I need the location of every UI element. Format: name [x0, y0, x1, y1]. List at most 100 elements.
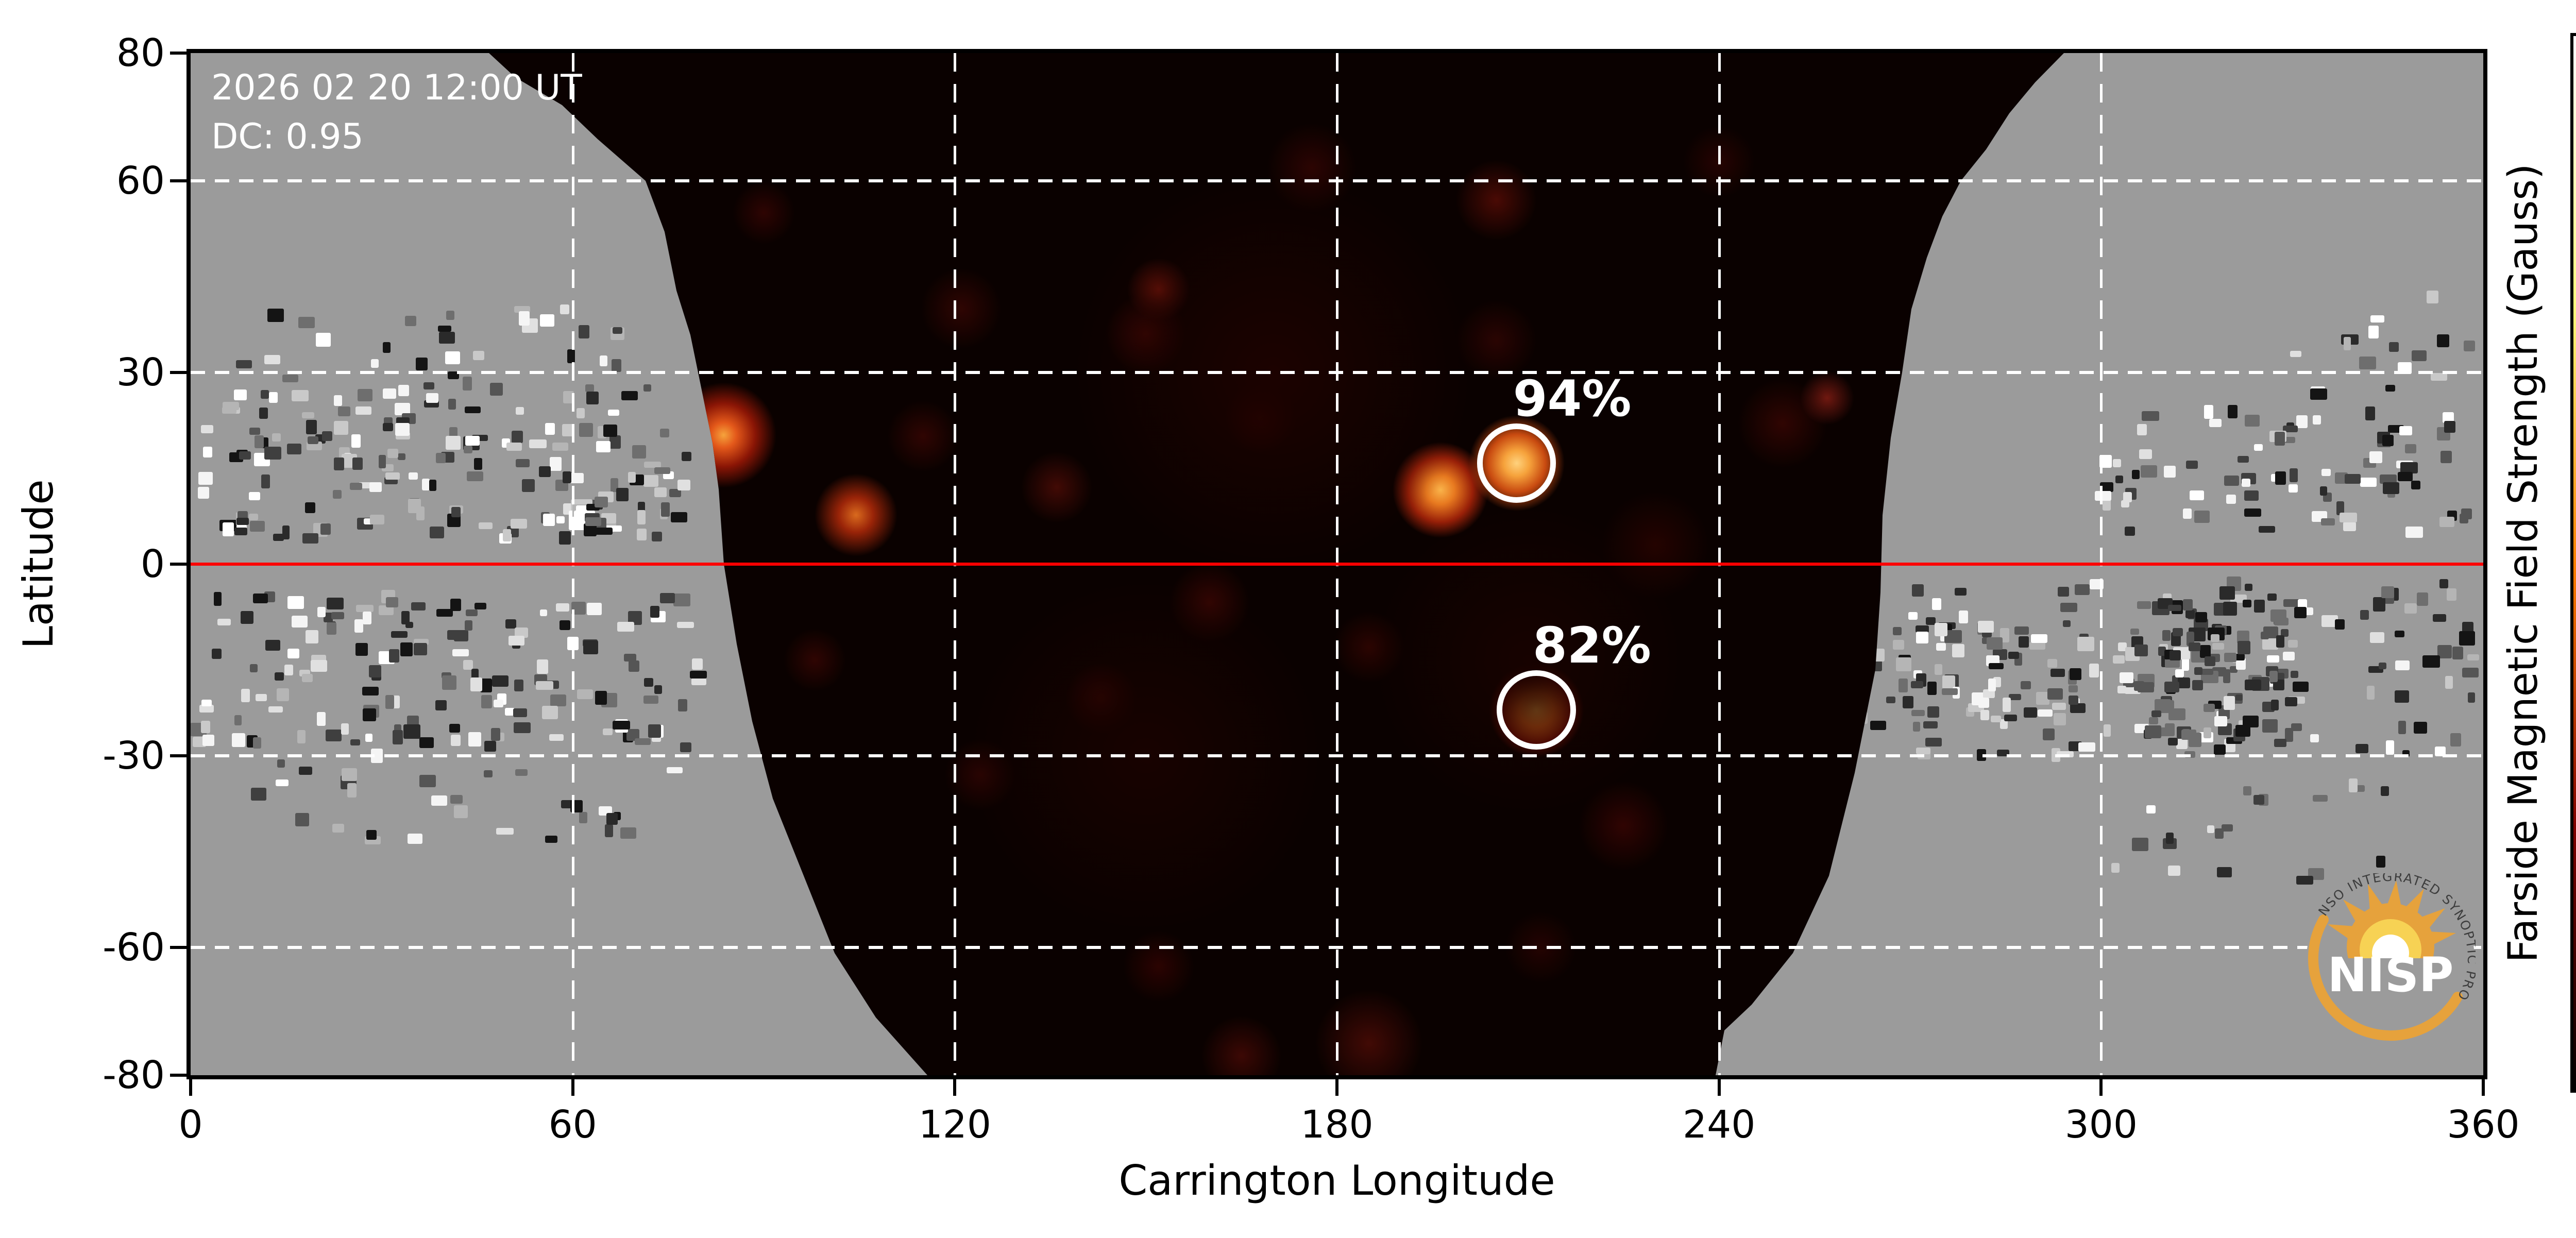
speckle — [538, 466, 551, 478]
speckle — [628, 471, 636, 483]
speckle — [2060, 602, 2078, 613]
speckle — [514, 680, 524, 692]
annotation-dc: DC: 0.95 — [211, 116, 364, 157]
speckle — [2149, 717, 2158, 724]
speckle — [438, 325, 452, 332]
speckle — [560, 304, 570, 315]
speckle — [562, 423, 574, 437]
speckle — [408, 472, 418, 480]
speckle — [549, 456, 562, 471]
speckle — [2014, 626, 2029, 635]
y-ticklabel--60: -60 — [103, 925, 165, 970]
speckle — [2283, 599, 2301, 607]
speckle — [2237, 631, 2249, 644]
speckle — [2204, 405, 2214, 419]
speckle — [264, 354, 280, 364]
speckle — [2199, 645, 2211, 658]
speckle — [2237, 456, 2249, 463]
speckle — [2134, 644, 2148, 657]
y-tick-30 — [170, 371, 187, 374]
x-ticklabel-120: 120 — [918, 1103, 991, 1147]
speckle — [467, 471, 484, 482]
speckle — [268, 392, 278, 403]
speckle — [2385, 385, 2396, 392]
speckle — [2175, 669, 2184, 677]
speckle — [354, 619, 364, 633]
speckle — [514, 306, 531, 313]
speckle — [2070, 668, 2082, 681]
speckle — [423, 382, 434, 390]
y-tick-60 — [170, 179, 187, 182]
speckle — [2151, 710, 2161, 717]
speckle — [2334, 619, 2345, 630]
speckle — [2276, 635, 2285, 648]
speckle — [654, 467, 670, 474]
y-ticklabel-0: 0 — [140, 542, 165, 586]
speckle — [378, 455, 386, 469]
speckle — [516, 459, 530, 467]
speckle — [2271, 699, 2279, 710]
speckle — [492, 675, 509, 687]
speckle — [513, 722, 531, 733]
speckle — [2372, 597, 2386, 612]
speckle — [2213, 744, 2226, 755]
speckle — [587, 603, 602, 615]
speckle — [1999, 719, 2008, 730]
speckle — [2439, 516, 2455, 528]
speckle — [481, 694, 492, 708]
speckle — [673, 593, 691, 607]
speckle — [2170, 650, 2181, 661]
speckle — [260, 390, 269, 399]
speckle — [369, 665, 382, 677]
speckle — [449, 724, 461, 733]
speckle — [595, 691, 607, 705]
gridline-lat--30 — [191, 754, 2483, 757]
speckle — [480, 678, 493, 692]
speckle — [1935, 623, 1948, 637]
speckle — [643, 695, 658, 704]
speckle — [256, 694, 267, 702]
speckle — [2131, 470, 2140, 480]
speckle — [355, 406, 372, 415]
farside-hotspot-31 — [1304, 436, 1752, 884]
speckle — [1927, 682, 1937, 695]
date-annotation: 2026 02 20 12:00 UT DC: 0.95 — [211, 63, 582, 161]
speckle — [2379, 663, 2386, 669]
speckle — [236, 360, 252, 368]
speckle — [2274, 738, 2286, 748]
speckle — [272, 433, 281, 442]
x-ticklabel-240: 240 — [1683, 1103, 1756, 1147]
speckle — [465, 436, 480, 446]
speckle — [2074, 584, 2090, 595]
speckle — [447, 630, 463, 640]
speckle — [1892, 626, 1902, 635]
speckle — [2411, 350, 2427, 361]
speckle — [2181, 730, 2196, 740]
farside-hotspot-13 — [719, 168, 809, 258]
speckle — [2185, 609, 2195, 618]
speckle — [1989, 663, 2004, 670]
speckle — [403, 724, 421, 739]
speckle — [2422, 655, 2440, 668]
speckle — [265, 639, 281, 651]
speckle — [217, 619, 231, 625]
speckle — [2190, 490, 2205, 500]
speckle — [632, 445, 646, 459]
speckle — [529, 439, 547, 449]
speckle — [2320, 518, 2335, 525]
speckle — [2020, 681, 2031, 689]
speckle — [2099, 482, 2113, 493]
speckle — [2440, 451, 2452, 464]
speckle — [542, 706, 558, 720]
speckle — [2244, 490, 2259, 501]
speckle — [1983, 689, 1995, 699]
speckle — [356, 604, 374, 612]
speckle — [677, 621, 694, 629]
speckle — [301, 674, 313, 683]
speckle — [201, 425, 213, 434]
map-canvas: 94% 82% 2026 02 20 12:00 UT DC: 0.95 — [191, 53, 2483, 1075]
speckle — [2296, 415, 2308, 429]
y-ticklabel-60: 60 — [116, 159, 165, 203]
speckle — [1986, 637, 2003, 650]
speckle — [472, 350, 485, 361]
